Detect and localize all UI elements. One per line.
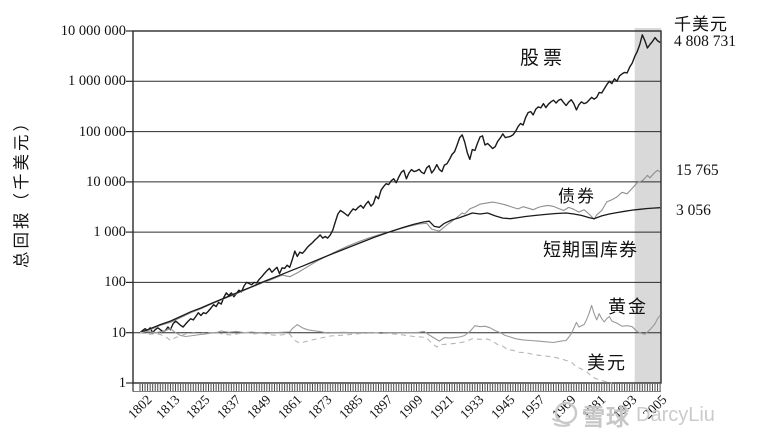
stocks-end-value: 4 808 731 [674,33,736,50]
bonds-series-label: 债券 [558,187,596,206]
series-line-stocks [139,34,661,334]
snowball-icon [552,401,578,427]
y-tick-label: 10 000 000 [60,23,126,39]
watermark-username: DarcyLiu [636,403,715,426]
stocks-series-label: 股票 [520,48,567,69]
unit-label: 千美元 [674,15,728,34]
y-tick-label: 10 [111,324,127,341]
gold-series-label: 黄金 [608,297,648,317]
y-tick-label: 10 000 [86,173,126,190]
bills-end-value: 3 056 [676,202,711,219]
series-line-bills [139,207,661,334]
watermark-brand: 雪球 [582,405,630,430]
series-line-gold [139,304,661,344]
y-tick-label: 1 000 [93,224,126,241]
y-tick-label: 1 000 000 [68,73,126,90]
highlight-band [634,28,662,383]
y-tick-label: 1 [118,375,126,391]
y-tick-label: 100 [104,274,126,291]
bonds-end-value: 15 765 [676,162,719,179]
dollar-series-label: 美元 [587,353,627,373]
series-line-dollar [139,332,613,384]
plot-border [132,30,662,384]
series-line-bonds [139,169,661,334]
y-tick-label: 100 000 [78,123,126,140]
bills-series-label: 短期国库券 [543,240,638,260]
watermark: 雪球 DarcyLiu [551,398,715,432]
